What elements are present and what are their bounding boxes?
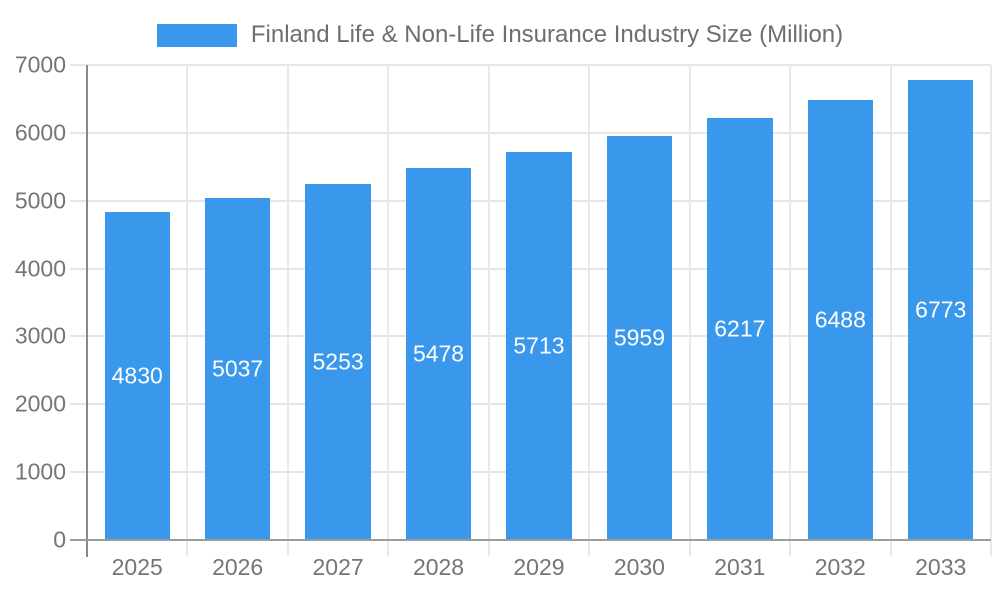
x-tick-label: 2026 [212,554,264,580]
bar-2026[interactable]: 5037 [205,198,271,540]
x-tick-label: 2031 [714,554,766,580]
legend-swatch [156,23,237,47]
x-tick-label: 2033 [915,554,967,580]
v-gridline [387,65,390,556]
h-gridline [70,64,991,66]
y-axis-labels: 0 1000 2000 3000 4000 5000 6000 7000 [0,53,66,551]
x-tick-label: 2030 [613,554,665,580]
bar-2030[interactable]: 5959 [606,135,673,540]
v-gridline [990,65,992,556]
y-tick-label: 3000 [14,322,66,349]
bar-cell: 5253 [288,65,388,540]
x-tick-label: 2025 [111,554,163,580]
v-gridline [487,65,490,556]
bar-value-label: 5253 [312,348,364,375]
bar-cell: 5478 [388,65,488,540]
y-tick-label: 1000 [14,458,66,485]
plot-area: 4830 5037 5253 5478 5713 5959 6217 6488 6773 [70,64,992,557]
v-gridline [889,65,892,556]
bar-cell: 5037 [187,65,287,540]
bar-2029[interactable]: 5713 [506,152,572,540]
bar-value-label: 5037 [212,355,264,382]
y-tick-label: 2000 [14,390,66,417]
y-tick-label: 6000 [14,119,66,146]
v-gridline [588,65,591,556]
bar-2033[interactable]: 6773 [908,80,974,540]
chart-legend: Finland Life & Non-Life Insurance Indust… [0,21,1000,49]
bar-value-label: 6217 [714,315,766,342]
y-tick-label: 5000 [14,187,66,214]
v-gridline [286,65,289,556]
bar-value-label: 5478 [412,340,465,367]
bar-cell: 5959 [589,65,689,540]
y-tick-label: 0 [53,526,66,553]
bar-value-label: 6488 [814,306,866,333]
x-tick-label: 2029 [513,554,565,580]
bar-2032[interactable]: 6488 [807,99,873,540]
legend-series-label: Finland Life & Non-Life Insurance Indust… [250,21,844,48]
x-axis-baseline [70,539,991,541]
y-axis-line [86,65,88,557]
h-gridline [70,131,991,134]
bar-2031[interactable]: 6217 [707,118,773,540]
v-gridline [688,65,691,556]
bar-2025[interactable]: 4830 [104,212,170,540]
bar-cell: 5713 [489,65,589,540]
y-tick-label: 7000 [14,51,66,78]
bar-cell: 4830 [87,65,187,540]
bar-cell: 6217 [690,65,790,540]
v-gridline [186,65,189,556]
bar-value-label: 5713 [513,332,565,359]
x-tick-label: 2028 [412,554,465,580]
bar-2028[interactable]: 5478 [405,168,472,540]
bar-cell: 6488 [790,65,890,540]
bar-value-label: 4830 [111,362,163,389]
bar-cell: 6773 [891,65,991,540]
bar-value-label: 6773 [915,296,967,323]
x-axis-labels: 2025 2026 2027 2028 2029 2030 2031 2032 2033 [87,554,991,581]
bar-2027[interactable]: 5253 [305,183,371,540]
bar-value-label: 5959 [613,324,665,351]
x-tick-label: 2027 [312,554,364,580]
x-tick-label: 2032 [814,554,866,580]
y-tick-label: 4000 [14,255,66,282]
v-gridline [789,65,792,556]
